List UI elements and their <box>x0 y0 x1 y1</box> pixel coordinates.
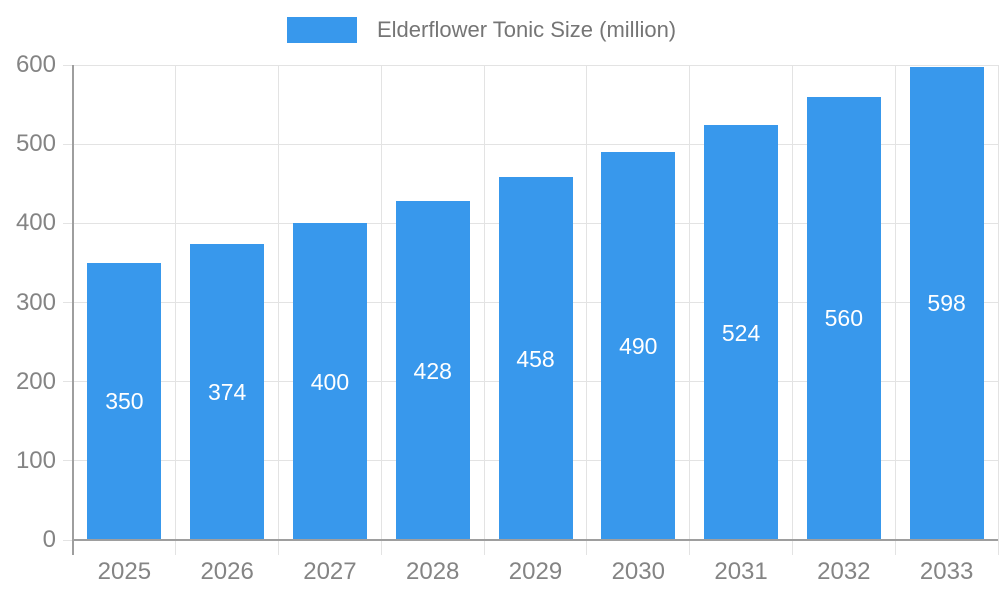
x-gridline <box>791 65 793 555</box>
x-gridline <box>483 65 485 555</box>
bar-value-label: 490 <box>619 333 658 360</box>
x-axis-tick-label: 2026 <box>200 558 254 585</box>
y-axis-line <box>72 65 74 555</box>
x-gridline <box>689 65 691 555</box>
x-axis-tick-label: 2029 <box>508 558 563 585</box>
y-axis-tick-label: 100 <box>15 446 56 474</box>
bar-value-label: 350 <box>105 388 144 415</box>
x-gridline <box>380 65 382 555</box>
x-axis-tick-label: 2027 <box>303 558 357 585</box>
x-axis-tick-label: 2025 <box>97 558 152 585</box>
bar-2026 <box>190 243 265 540</box>
legend-label[interactable]: Elderflower Tonic Size (million) <box>377 17 677 42</box>
y-gridline <box>63 64 998 66</box>
bar-2031 <box>704 125 779 540</box>
y-gridline <box>63 143 998 145</box>
bar-value-label: 598 <box>927 290 966 317</box>
bar-value-label: 560 <box>824 305 864 332</box>
bar-value-label: 458 <box>516 345 555 372</box>
y-axis-tick-label: 200 <box>15 367 56 395</box>
y-axis-tick-label: 500 <box>15 130 56 158</box>
bar-value-label: 374 <box>207 378 247 405</box>
bar-value-label: 428 <box>413 357 452 384</box>
x-gridline <box>278 65 280 555</box>
bar-2030 <box>601 152 676 540</box>
x-gridline <box>894 65 896 555</box>
y-axis-tick-label: 300 <box>15 288 56 316</box>
y-axis-tick-label: 0 <box>42 526 56 553</box>
y-axis-tick-label: 600 <box>15 51 56 78</box>
bar-value-label: 400 <box>310 368 350 395</box>
y-axis-tick-label: 400 <box>15 209 56 237</box>
x-axis-line <box>73 539 998 541</box>
bar-value-label: 524 <box>721 319 761 346</box>
legend-swatch[interactable] <box>287 17 357 43</box>
x-gridline <box>175 65 177 555</box>
bar-2027 <box>292 223 367 540</box>
bar-2032 <box>806 96 881 540</box>
x-axis-tick-label: 2030 <box>611 558 665 585</box>
x-axis-tick-label: 2031 <box>714 558 768 585</box>
bar-2029 <box>498 177 573 540</box>
bar-2033 <box>909 66 984 540</box>
x-axis-tick-label: 2033 <box>919 558 974 585</box>
x-gridline <box>997 65 999 555</box>
x-axis-tick-label: 2028 <box>406 558 460 585</box>
x-axis-tick-label: 2032 <box>817 558 871 585</box>
chart-legend[interactable]: Elderflower Tonic Size (million) <box>287 17 676 43</box>
bar-2028 <box>395 201 470 540</box>
x-gridline <box>586 65 588 555</box>
bar-2025 <box>87 262 162 540</box>
